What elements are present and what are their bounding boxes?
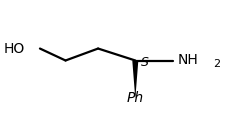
Text: Ph: Ph <box>127 91 144 105</box>
Text: 2: 2 <box>213 59 220 69</box>
Text: S: S <box>141 56 149 69</box>
Text: NH: NH <box>177 53 198 68</box>
Polygon shape <box>132 60 138 99</box>
Text: HO: HO <box>4 42 25 56</box>
